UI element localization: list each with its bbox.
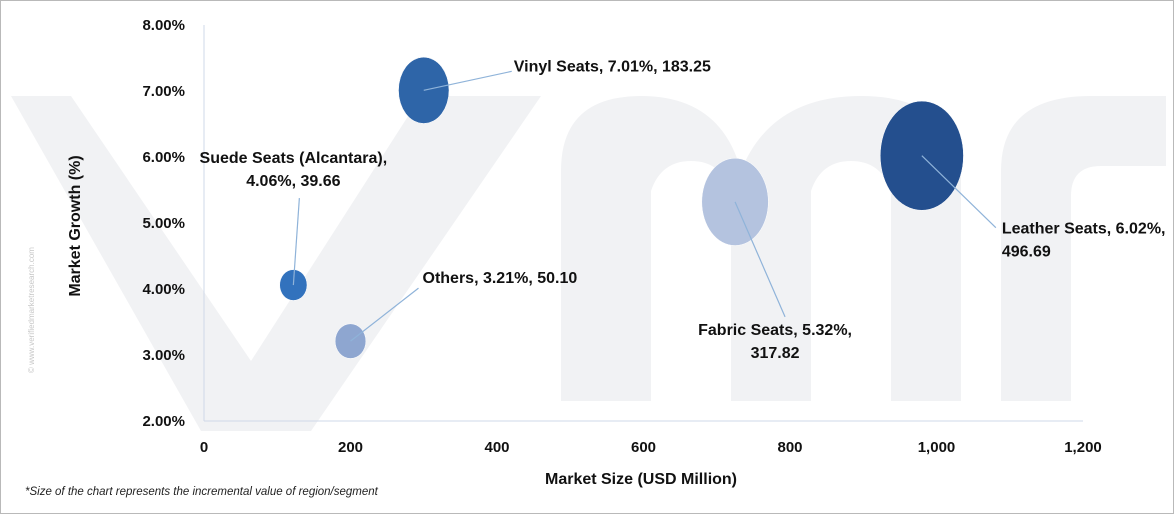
x-tick-label: 1,200 (1064, 439, 1102, 456)
leader-line (423, 70, 512, 91)
data-label: Leather Seats, 6.02%, 496.69 (1002, 221, 1166, 261)
y-axis-title: Market Growth (%) (67, 155, 84, 296)
data-labels-layer: Vinyl Seats, 7.01%, 183.25 Suede Seats (A… (200, 58, 1166, 362)
y-tick-labels: 2.00% 3.00% 4.00% 5.00% 6.00% 7.00% 8.00% (142, 17, 185, 430)
data-label-line: Leather Seats, 6.02%, (1002, 221, 1166, 238)
data-label-line: 496.69 (1002, 244, 1051, 261)
y-tick-label: 4.00% (142, 281, 185, 298)
data-label-line: Fabric Seats, 5.32%, (698, 322, 852, 339)
y-tick-label: 3.00% (142, 347, 185, 364)
x-tick-label: 400 (484, 439, 509, 456)
y-tick-label: 2.00% (142, 413, 185, 430)
y-tick-label: 6.00% (142, 149, 185, 166)
data-label-line: 317.82 (751, 345, 800, 362)
data-label: Fabric Seats, 5.32%, 317.82 (698, 322, 852, 362)
watermark-side-text: © www.verifiedmarketresearch.com (27, 247, 36, 373)
x-tick-label: 800 (777, 439, 802, 456)
x-tick-label: 1,000 (918, 439, 956, 456)
x-axis-title: Market Size (USD Million) (545, 471, 737, 488)
data-label: Suede Seats (Alcantara), 4.06%, 39.66 (200, 150, 388, 190)
footnote: *Size of the chart represents the increm… (25, 486, 379, 498)
y-tick-label: 7.00% (142, 83, 185, 100)
x-tick-label: 0 (200, 439, 208, 456)
leader-line (292, 197, 300, 286)
x-tick-label: 600 (631, 439, 656, 456)
x-tick-label: 200 (338, 439, 363, 456)
data-label: Others, 3.21%, 50.10 (423, 270, 578, 287)
data-label: Vinyl Seats, 7.01%, 183.25 (514, 58, 711, 75)
data-label-line: Suede Seats (Alcantara), (200, 150, 388, 167)
watermark-m-shape (561, 96, 961, 401)
leader-lines-layer (292, 70, 997, 342)
leader-line (921, 155, 997, 229)
x-tick-labels: 0 200 400 600 800 1,000 1,200 (200, 439, 1102, 456)
leader-line (350, 287, 419, 342)
watermark-r-shape (1001, 96, 1166, 401)
data-label-line: Vinyl Seats, 7.01%, 183.25 (514, 58, 711, 75)
y-tick-label: 5.00% (142, 215, 185, 232)
data-label-line: Others, 3.21%, 50.10 (423, 270, 578, 287)
leader-line (734, 201, 786, 318)
data-label-line: 4.06%, 39.66 (246, 173, 340, 190)
watermark-v-shape (11, 96, 541, 431)
y-tick-label: 8.00% (142, 17, 185, 34)
watermark-logo (11, 96, 1166, 431)
